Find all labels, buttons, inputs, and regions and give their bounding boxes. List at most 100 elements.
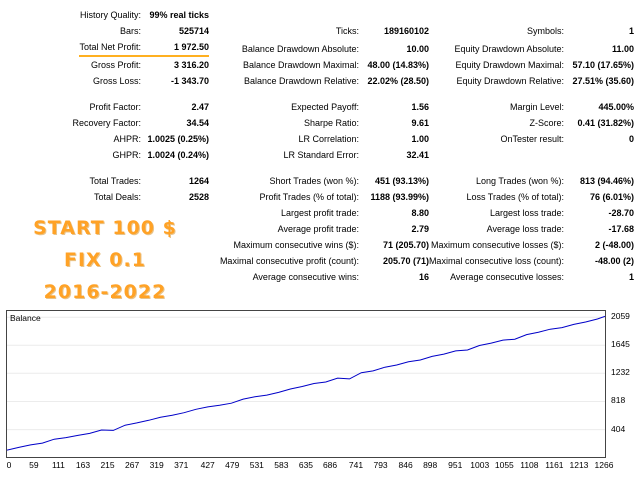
stat-value (564, 147, 634, 163)
x-axis-label: 111 (51, 460, 65, 470)
stat-value: -17.68 (608, 224, 634, 234)
stat-label: Short Trades (won %): (269, 176, 359, 186)
y-axis-labels: 404 818 1232 1645 2059 (611, 310, 639, 458)
x-axis-label: 319 (149, 460, 164, 470)
stat-value: 34.54 (186, 118, 209, 128)
stat-value: 76 (6.01%) (589, 192, 634, 202)
watermark-line: START 100 $ (33, 217, 177, 239)
stat-value: 1.00 (411, 134, 429, 144)
x-axis-label: 215 (100, 460, 115, 470)
x-axis-label: 1108 (520, 460, 539, 470)
stat-value: 445.00% (598, 102, 634, 112)
stat-value: 0 (628, 134, 634, 144)
watermark-line: 2016-2022 (43, 281, 167, 303)
stat-value: 1.56 (411, 102, 429, 112)
stat-value: 99% real ticks (149, 10, 209, 20)
x-axis-label: 371 (174, 460, 189, 470)
x-axis-label: 898 (423, 460, 438, 470)
stat-label: Maximal consecutive profit (count): (219, 256, 359, 266)
x-axis-label: 1213 (569, 460, 589, 470)
stat-value: -1 343.70 (170, 76, 209, 86)
stat-label: Symbols: (526, 26, 564, 36)
stat-label: Maximum consecutive losses ($): (430, 240, 564, 250)
stat-label: Balance Drawdown Absolute: (241, 44, 359, 54)
x-axis-label: 741 (348, 460, 364, 470)
stat-label: Expected Payoff: (291, 102, 359, 112)
chart-title: Balance (10, 313, 41, 323)
stat-label: Equity Drawdown Relative: (456, 76, 564, 86)
stat-label: Recovery Factor: (72, 118, 141, 128)
stat-value: 2.79 (411, 224, 429, 234)
stat-label: Z-Score: (529, 118, 564, 128)
y-axis-label: 404 (611, 423, 626, 434)
stat-label: Maximum consecutive wins ($): (233, 240, 359, 250)
stat-value: 1264 (188, 176, 209, 186)
stat-label: Largest profit trade: (280, 208, 359, 218)
stat-value: 1 972.50 (141, 39, 209, 57)
stat-label (429, 7, 564, 23)
stat-value: 27.51% (35.60) (572, 76, 634, 86)
y-axis-label: 1645 (611, 339, 630, 350)
y-axis-label: 2059 (611, 311, 630, 322)
x-axis-labels: 0 59 111 163 215 267 319 371 427 479 531 583 635 686 7… (6, 460, 614, 472)
stats-group-spacer (6, 163, 634, 173)
stat-label: OnTester result: (500, 134, 564, 144)
stat-label: Balance Drawdown Relative: (243, 76, 359, 86)
stat-value: 451 (93.13%) (374, 176, 429, 186)
stat-value: 1.0025 (0.25%) (147, 134, 209, 144)
x-axis-label: 846 (398, 460, 413, 470)
x-axis-label: 0 (6, 460, 12, 470)
stat-value: 189160102 (383, 26, 429, 36)
watermark-line: FIX 0.1 (64, 249, 146, 271)
stat-label (209, 7, 359, 23)
stat-value: 48.00 (14.83%) (367, 60, 429, 70)
stat-label: GHPR: (112, 150, 141, 160)
stat-value: 2 (-48.00) (594, 240, 634, 250)
stat-label: Gross Profit: (90, 60, 141, 70)
stat-value: -48.00 (2) (594, 256, 634, 266)
x-axis-label: 427 (200, 460, 215, 470)
stat-label: Profit Factor: (89, 102, 141, 112)
stat-value: 9.61 (411, 118, 429, 128)
x-axis-label: 59 (29, 460, 39, 470)
stat-label: Gross Loss: (92, 76, 141, 86)
stat-label: History Quality: (79, 10, 141, 20)
stat-value (359, 7, 429, 23)
stat-label: Total Deals: (93, 192, 141, 202)
stat-label: Bars: (119, 26, 141, 36)
stat-label: Ticks: (335, 26, 359, 36)
x-axis-label: 1055 (494, 460, 514, 470)
x-axis-label: 951 (448, 460, 463, 470)
stat-label: LR Standard Error: (283, 150, 359, 160)
chart-gridlines (7, 316, 605, 431)
stat-value: 1188 (93.99%) (370, 192, 429, 202)
y-axis-label: 1232 (611, 367, 630, 378)
stat-value: 1 (628, 272, 634, 282)
stat-value: 2528 (188, 192, 209, 202)
x-axis-label: 267 (125, 460, 140, 470)
stat-label: Largest loss trade: (489, 208, 564, 218)
balance-line (7, 315, 605, 451)
stat-value: 10.00 (406, 44, 429, 54)
x-axis-label: 793 (373, 460, 388, 470)
stat-value: 525714 (178, 26, 209, 36)
stat-value: 3 316.20 (173, 60, 209, 70)
stat-label: Maximal consecutive loss (count): (428, 256, 564, 266)
x-axis-label: 1161 (545, 460, 564, 470)
statistics-grid: History Quality: 99% real ticks Bars: 52571… (6, 7, 634, 285)
x-axis-label: 163 (75, 460, 91, 470)
x-axis-label: 1003 (470, 460, 490, 470)
stat-label: Average consecutive losses: (450, 272, 564, 282)
stat-label: Total Net Profit: (6, 39, 141, 57)
stat-value: -28.70 (608, 208, 634, 218)
stat-value: 8.80 (411, 208, 429, 218)
balance-chart-canvas (7, 315, 605, 451)
stat-label: Profit Trades (% of total): (259, 192, 359, 202)
stat-value: 2.47 (191, 102, 209, 112)
stat-label: Margin Level: (509, 102, 564, 112)
x-axis-label: 479 (225, 460, 240, 470)
stat-value: 11.00 (611, 44, 634, 54)
stats-group-spacer (6, 89, 634, 99)
stat-label: Loss Trades (% of total): (466, 192, 564, 202)
